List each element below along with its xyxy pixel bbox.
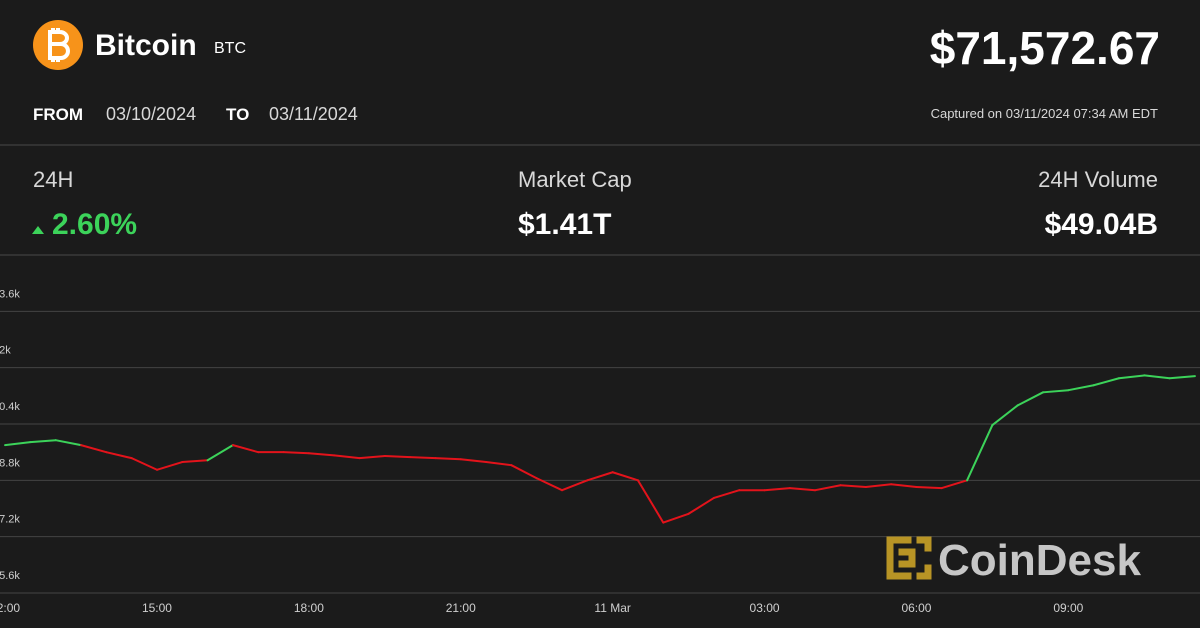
price-line-segment (282, 451, 310, 455)
price-line-segment (333, 454, 361, 460)
y-tick-label: 70.4k (0, 401, 20, 413)
price-line-segment (662, 512, 690, 524)
price-line-segment (130, 457, 158, 471)
price-line-segment (231, 444, 260, 454)
price-line-segment (358, 455, 386, 460)
price-line-segment (839, 484, 867, 489)
y-tick-label: 65.6k (0, 570, 20, 582)
stat-label: Market Cap (518, 167, 632, 192)
grid: 65.6k 67.2k 68.8k 70.4k 72k 73.6k 12:00 15:00 18… (0, 288, 1200, 615)
price-line-segment (29, 439, 57, 444)
y-tick-label: 68.8k (0, 457, 20, 469)
to-date: 03/11/2024 (269, 104, 358, 124)
price-line-segment (206, 444, 234, 462)
price-line-segment (105, 451, 133, 460)
stat-value: $49.04B (1045, 208, 1158, 241)
price-line-segment (712, 489, 741, 499)
price-line-segment (181, 459, 209, 464)
price-line-segment (307, 452, 336, 457)
price-line-segment (1117, 374, 1146, 380)
price-line-segment (1016, 391, 1045, 407)
y-tick-label: 67.2k (0, 514, 20, 526)
captured: Captured on 03/11/2024 07:34 AM EDT (931, 106, 1158, 121)
from-label: FROM (33, 105, 83, 124)
price-line-segment (586, 471, 614, 482)
to-label: TO (226, 105, 249, 124)
price-line-segment (1067, 384, 1095, 392)
price-line-segment (1092, 377, 1120, 387)
price-line-segment (434, 457, 462, 461)
price-line-segment (155, 461, 184, 471)
stat-label: 24H (33, 167, 73, 192)
price-line-segment (383, 455, 412, 459)
price-line-segment (4, 441, 32, 447)
price-line-segment (1143, 374, 1171, 380)
price-line-segment (636, 479, 665, 524)
watermark-text: CoinDesk (938, 536, 1141, 585)
price-line-segment (890, 483, 918, 489)
price-line-segment (611, 471, 639, 482)
stat-label: 24H Volume (1038, 167, 1158, 192)
price-line-segment (459, 458, 488, 464)
x-tick-label: 03:00 (750, 601, 780, 615)
price-line-segment (966, 424, 994, 482)
y-tick-label: 73.6k (0, 288, 20, 300)
price: $71,572.67 (930, 22, 1160, 74)
price-line-segment (864, 483, 893, 489)
coin-symbol: BTC (214, 40, 246, 57)
price-line-segment (991, 404, 1019, 427)
price-line-segment (54, 439, 83, 447)
price-line-segment (561, 479, 589, 492)
price-line-segment (788, 487, 817, 492)
price-line-segment (763, 487, 791, 492)
price-line-segment (485, 461, 513, 467)
from-date: 03/10/2024 (106, 104, 196, 124)
coin-name: Bitcoin (95, 29, 197, 62)
x-tick-label: 21:00 (446, 601, 476, 615)
x-tick-label: 18:00 (294, 601, 324, 615)
price-line-segment (915, 486, 943, 490)
stat-value: 2.60% (52, 208, 137, 241)
x-tick-label: 06:00 (901, 601, 931, 615)
x-tick-label: 15:00 (142, 601, 172, 615)
price-line-segment (1168, 375, 1196, 380)
y-tick-label: 72k (0, 345, 11, 357)
x-tick-label: 12:00 (0, 601, 20, 615)
plot (4, 374, 1196, 524)
price-line-segment (510, 464, 538, 480)
bitcoin-logo (33, 20, 83, 70)
watermark: CoinDesk (886, 536, 1141, 585)
price-line-segment (1042, 389, 1070, 394)
x-tick-label: 09:00 (1053, 601, 1083, 615)
price-line-segment (940, 479, 969, 490)
x-tick-label: 11 Mar (594, 601, 630, 615)
price-line-segment (814, 484, 842, 492)
stat-value: $1.41T (518, 208, 611, 241)
price-line-segment (535, 477, 564, 492)
price-line-segment (80, 444, 108, 454)
up-arrow (32, 226, 44, 234)
price-line-segment (409, 456, 437, 460)
price-line-segment (687, 496, 715, 515)
